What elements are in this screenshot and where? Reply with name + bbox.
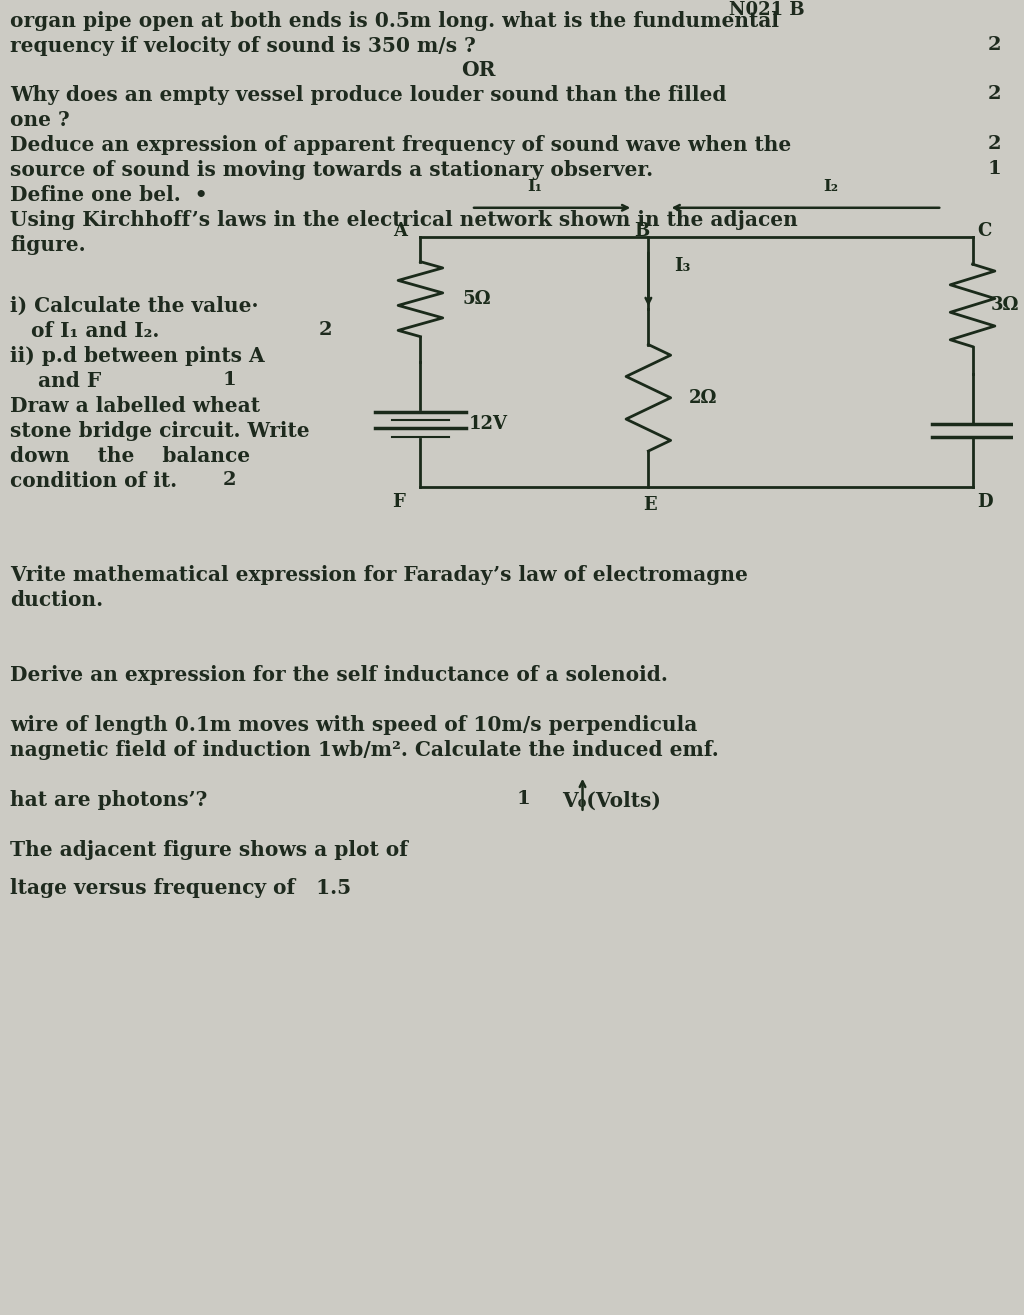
Text: F: F	[392, 493, 404, 512]
Text: The adjacent figure shows a plot of: The adjacent figure shows a plot of	[10, 840, 408, 860]
Text: one ?: one ?	[10, 110, 70, 130]
Text: 2: 2	[223, 471, 237, 489]
Text: A: A	[393, 222, 408, 241]
Text: down    the    balance: down the balance	[10, 446, 250, 466]
Text: i) Calculate the value·: i) Calculate the value·	[10, 296, 259, 316]
Text: 2: 2	[988, 36, 1001, 54]
Text: requency if velocity of sound is 350 m/s ?: requency if velocity of sound is 350 m/s…	[10, 36, 476, 55]
Text: I₂: I₂	[823, 179, 839, 195]
Text: D: D	[977, 493, 992, 512]
Text: condition of it.: condition of it.	[10, 471, 177, 490]
Text: organ pipe open at both ends is 0.5m long. what is the fundumental: organ pipe open at both ends is 0.5m lon…	[10, 11, 779, 30]
Text: 1: 1	[988, 160, 1001, 179]
Text: ii) p.d between pints A: ii) p.d between pints A	[10, 346, 265, 366]
Text: 12V: 12V	[469, 416, 508, 433]
Text: N021 B: N021 B	[729, 1, 805, 20]
Text: 1: 1	[517, 790, 530, 809]
Text: stone bridge circuit. Write: stone bridge circuit. Write	[10, 421, 309, 441]
Text: wire of length 0.1m moves with speed of 10m/s perpendicula: wire of length 0.1m moves with speed of …	[10, 715, 697, 735]
Text: 5Ω: 5Ω	[463, 291, 492, 308]
Text: Define one bel.  •: Define one bel. •	[10, 185, 208, 205]
Text: duction.: duction.	[10, 590, 103, 610]
Text: 2Ω: 2Ω	[689, 389, 717, 406]
Text: 2: 2	[988, 85, 1001, 104]
Text: OR: OR	[461, 60, 496, 80]
Text: 3Ω: 3Ω	[991, 296, 1019, 314]
Text: Using Kirchhoff’s laws in the electrical network shown in the adjacen: Using Kirchhoff’s laws in the electrical…	[10, 210, 798, 230]
Text: C: C	[978, 222, 992, 241]
Text: 2: 2	[319, 321, 333, 339]
Text: Derive an expression for the self inductance of a solenoid.: Derive an expression for the self induct…	[10, 665, 668, 685]
Text: B: B	[635, 222, 650, 241]
Text: Vrite mathematical expression for Faraday’s law of electromagne: Vrite mathematical expression for Farada…	[10, 565, 748, 585]
Text: figure.: figure.	[10, 235, 86, 255]
Text: 1: 1	[223, 371, 237, 389]
Text: of I₁ and I₂.: of I₁ and I₂.	[10, 321, 160, 341]
Text: nagnetic field of induction 1wb/m². Calculate the induced emf.: nagnetic field of induction 1wb/m². Calc…	[10, 740, 719, 760]
Text: Why does an empty vessel produce louder sound than the filled: Why does an empty vessel produce louder …	[10, 85, 727, 105]
Text: ltage versus frequency of   1.5: ltage versus frequency of 1.5	[10, 878, 351, 898]
Text: I₃: I₃	[674, 258, 690, 275]
Text: source of sound is moving towards a stationary observer.: source of sound is moving towards a stat…	[10, 160, 653, 180]
Text: Deduce an expression of apparent frequency of sound wave when the: Deduce an expression of apparent frequen…	[10, 135, 792, 155]
Text: V₀(Volts): V₀(Volts)	[562, 790, 662, 810]
Text: E: E	[644, 496, 657, 514]
Text: 2: 2	[988, 135, 1001, 154]
Text: and F: and F	[10, 371, 101, 391]
Text: I₁: I₁	[527, 179, 542, 195]
Text: hat are photons’?: hat are photons’?	[10, 790, 208, 810]
Text: Draw a labelled wheat: Draw a labelled wheat	[10, 396, 260, 416]
